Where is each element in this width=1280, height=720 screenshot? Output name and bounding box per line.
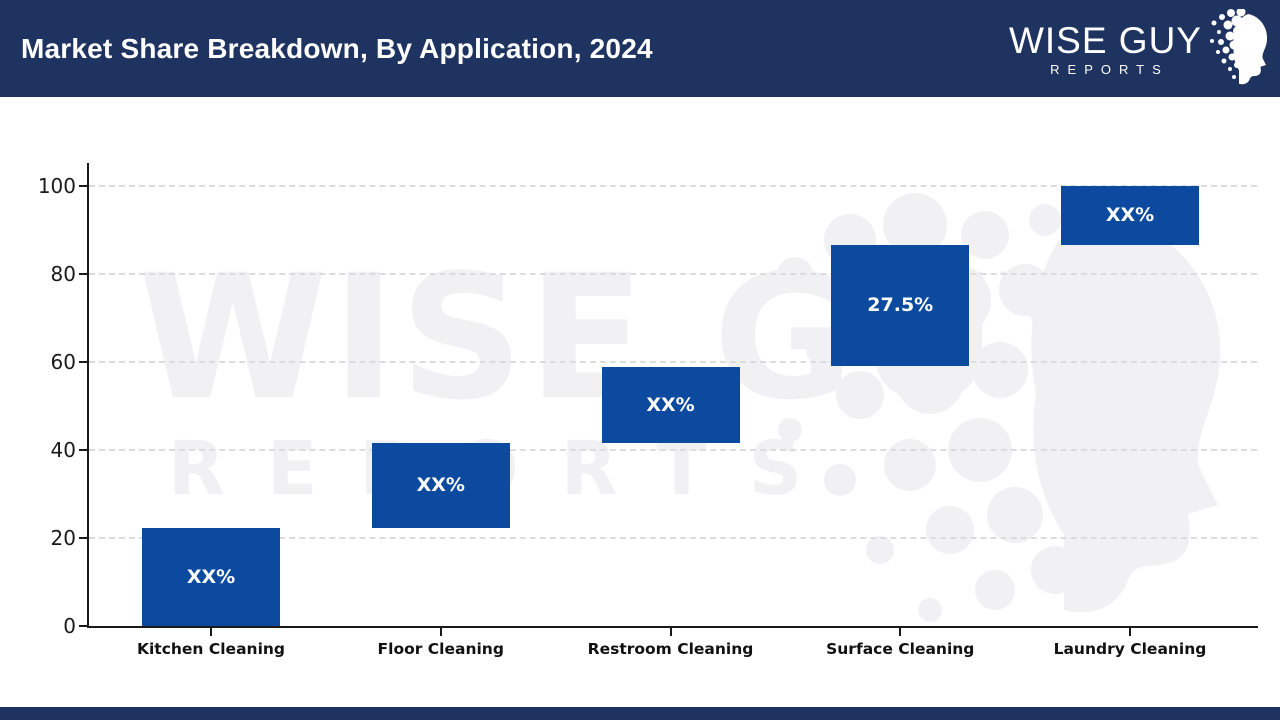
gridline-60 [89,361,1257,363]
bar-laundry-cleaning: XX% [1061,186,1199,245]
x-tick-label-laundry-cleaning: Laundry Cleaning [1053,640,1207,658]
y-tick-mark-0 [79,625,87,627]
bar-restroom-cleaning: XX% [601,366,740,443]
x-tick-mark-2 [439,628,442,636]
gridline-40 [89,449,1257,451]
y-tick-mark-40 [79,449,87,451]
bar-value-label: XX% [186,565,236,588]
x-tick-label-floor-cleaning: Floor Cleaning [377,640,504,658]
bar-value-label: 27.5% [867,294,934,317]
gridline-100 [89,185,1257,187]
x-tick-label-restroom-cleaning: Restroom Cleaning [587,640,754,658]
page-title: Market Share Breakdown, By Application, … [21,32,653,64]
bar-kitchen-cleaning: XX% [142,527,280,626]
x-tick-label-kitchen-cleaning: Kitchen Cleaning [136,640,286,658]
bar-floor-cleaning: XX% [371,442,510,528]
brand-subtitle: REPORTS [1050,61,1169,77]
gridline-20 [89,537,1257,539]
x-tick-mark-4 [899,628,902,636]
x-tick-label-surface-cleaning: Surface Cleaning [826,640,975,658]
y-tick-mark-60 [79,361,87,363]
bar-value-label: XX% [416,474,465,497]
brand-logo-text: WISE GUY REPORTS [1009,22,1202,77]
y-tick-label-60: 60 [50,350,76,374]
brand-head-icon [1210,9,1268,85]
header-bar: Market Share Breakdown, By Application, … [0,0,1280,97]
bar-value-label: XX% [1105,204,1155,227]
y-tick-mark-20 [79,537,87,539]
y-tick-label-40: 40 [50,438,76,462]
x-tick-mark-3 [669,628,672,636]
bar-surface-cleaning: 27.5% [831,244,970,366]
x-tick-mark-1 [210,628,212,636]
y-tick-mark-80 [79,273,87,275]
brand-logo: WISE GUY REPORTS [1009,8,1270,90]
y-tick-label-100: 100 [37,174,76,198]
footer-bar [0,707,1280,720]
gridline-80 [89,273,1257,275]
y-tick-label-20: 20 [50,526,76,550]
x-axis-line [87,626,1258,628]
bar-value-label: XX% [646,393,695,416]
y-tick-label-0: 0 [63,614,76,638]
y-tick-mark-100 [79,185,87,187]
brand-name: WISE GUY [1008,19,1202,61]
y-axis-line [87,163,89,628]
y-tick-label-80: 80 [50,262,76,286]
x-tick-mark-5 [1129,628,1131,636]
